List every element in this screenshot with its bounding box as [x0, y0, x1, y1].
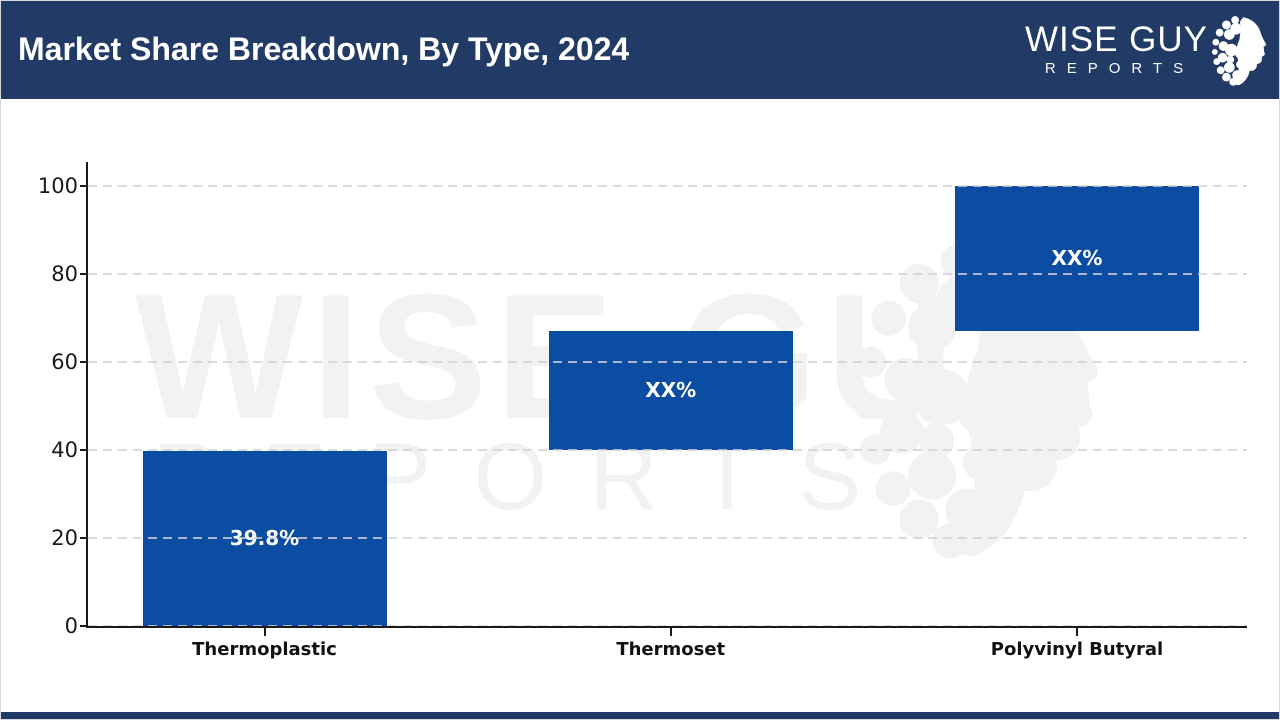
- header: Market Share Breakdown, By Type, 2024 WI…: [0, 0, 1280, 99]
- logo-wordmark: WISE GUY REPORTS: [1025, 22, 1208, 77]
- logo-wordmark-line1: WISE GUY: [1024, 20, 1208, 59]
- y-tick-label: 80: [51, 261, 78, 286]
- y-tick-mark: [80, 625, 88, 627]
- bar-thermoset: XX%: [548, 330, 793, 450]
- logo-wordmark-line2: REPORTS: [1044, 60, 1195, 77]
- y-tick-label: 100: [37, 173, 78, 198]
- y-tick-label: 40: [51, 437, 78, 462]
- x-tick-label-thermoset: Thermoset: [616, 639, 726, 660]
- y-tick-label: 0: [64, 614, 78, 638]
- x-tick-mark: [263, 628, 266, 636]
- logo: WISE GUY REPORTS: [1025, 0, 1268, 99]
- y-tick-mark: [80, 184, 88, 187]
- page-title: Market Share Breakdown, By Type, 2024: [18, 31, 630, 67]
- x-axis-spine: [86, 626, 1247, 628]
- footer-bar: [0, 712, 1280, 720]
- gridline-y-80: [88, 272, 1247, 275]
- x-tick-label-thermoplastic: Thermoplastic: [192, 639, 337, 660]
- bar-value-label: XX%: [645, 378, 697, 403]
- y-tick-mark: [80, 360, 88, 363]
- gridline-y-100: [88, 184, 1247, 187]
- y-tick-mark: [80, 272, 88, 275]
- bar-polyvinyl-butyral: XX%: [955, 185, 1199, 331]
- y-tick-mark: [80, 536, 88, 539]
- x-tick-mark: [1076, 628, 1078, 636]
- logo-head-profile-icon: [1211, 15, 1266, 86]
- bar-value-label: XX%: [1051, 246, 1103, 271]
- x-tick-label-polyvinyl-butyral: Polyvinyl Butyral: [990, 639, 1164, 660]
- gridline-y-20: [88, 536, 1247, 539]
- y-tick-mark: [80, 448, 88, 451]
- gridline-y-40: [88, 448, 1247, 451]
- y-axis-spine: [86, 162, 88, 628]
- x-tick-mark: [669, 628, 672, 636]
- gridline-y-60: [88, 360, 1247, 363]
- y-tick-label: 60: [51, 349, 78, 374]
- y-tick-label: 20: [51, 525, 78, 550]
